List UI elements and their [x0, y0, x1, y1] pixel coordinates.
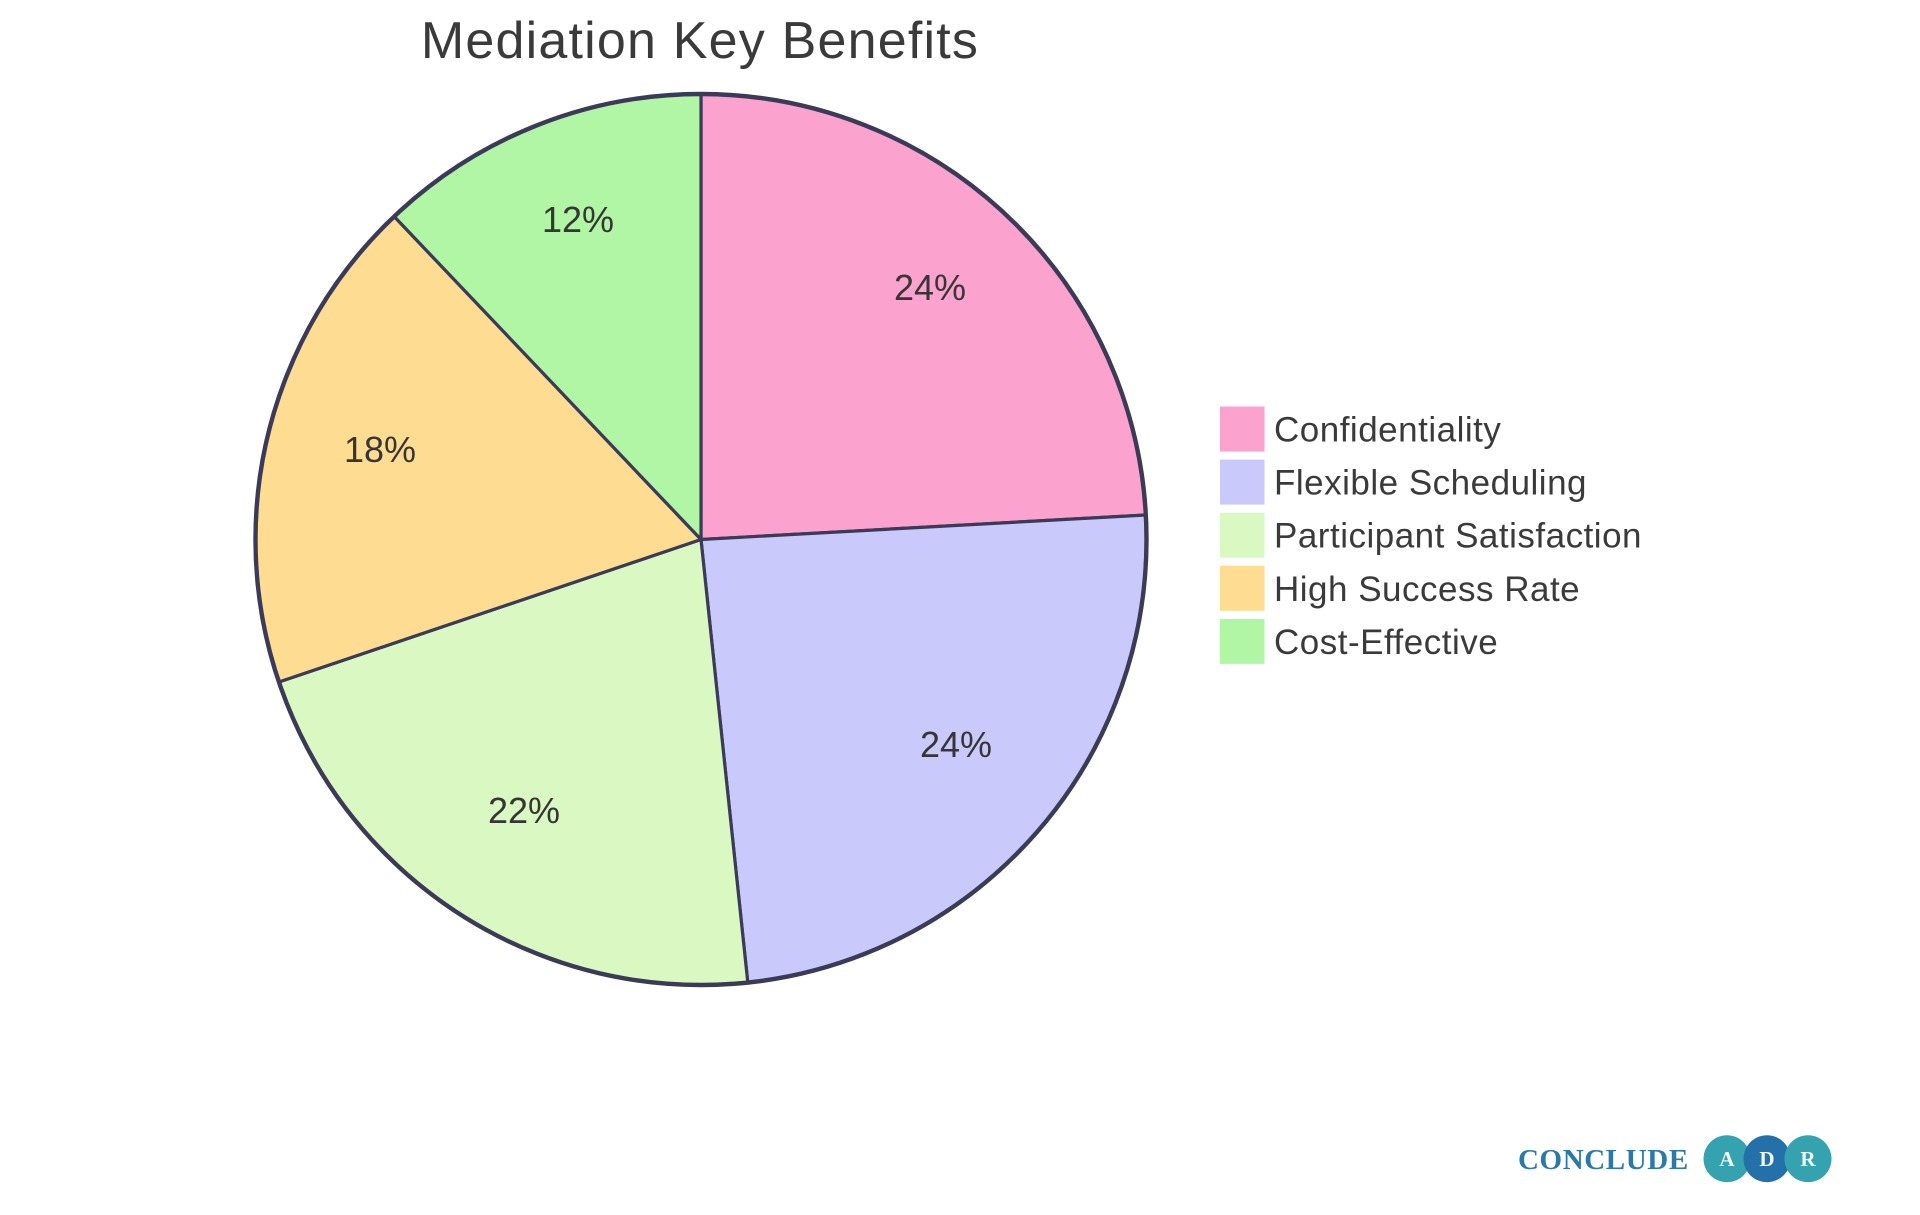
svg-text:Cost-Effective: Cost-Effective	[1274, 623, 1498, 662]
svg-text:18%: 18%	[344, 429, 416, 470]
svg-text:24%: 24%	[894, 267, 966, 308]
svg-text:Mediation Key Benefits: Mediation Key Benefits	[421, 12, 979, 70]
svg-text:A: A	[1719, 1147, 1735, 1171]
svg-text:Confidentiality: Confidentiality	[1274, 411, 1501, 450]
svg-text:High Success Rate: High Success Rate	[1274, 570, 1580, 609]
svg-text:22%: 22%	[488, 790, 560, 831]
svg-text:24%: 24%	[920, 724, 992, 765]
svg-text:Participant Satisfaction: Participant Satisfaction	[1274, 517, 1642, 556]
svg-text:R: R	[1800, 1147, 1816, 1171]
svg-text:CONCLUDE: CONCLUDE	[1518, 1144, 1689, 1176]
svg-text:Flexible Scheduling: Flexible Scheduling	[1274, 464, 1587, 503]
svg-text:D: D	[1759, 1147, 1774, 1171]
svg-text:12%: 12%	[542, 199, 614, 240]
